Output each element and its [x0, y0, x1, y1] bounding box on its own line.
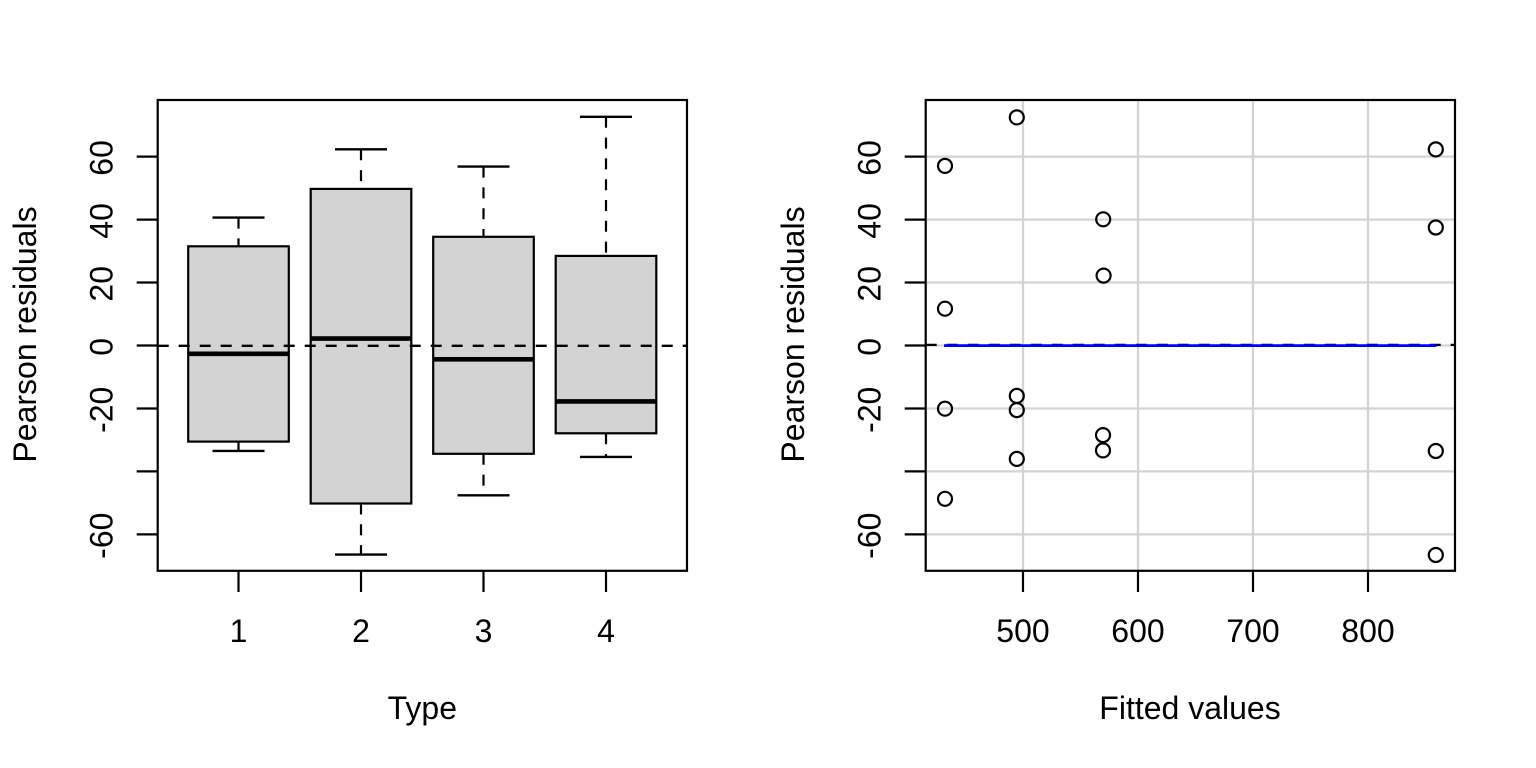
svg-text:600: 600 — [1111, 613, 1164, 649]
svg-text:0: 0 — [852, 338, 888, 356]
svg-text:20: 20 — [84, 266, 120, 302]
svg-text:20: 20 — [852, 266, 888, 302]
svg-text:-60: -60 — [84, 513, 120, 559]
svg-text:2: 2 — [352, 613, 370, 649]
svg-text:Pearson residuals: Pearson residuals — [7, 206, 43, 462]
svg-text:-20: -20 — [852, 387, 888, 433]
svg-text:-60: -60 — [852, 513, 888, 559]
svg-text:500: 500 — [996, 613, 1049, 649]
svg-text:1: 1 — [230, 613, 248, 649]
svg-text:40: 40 — [852, 203, 888, 239]
svg-text:Pearson residuals: Pearson residuals — [775, 206, 811, 462]
svg-text:-20: -20 — [84, 387, 120, 433]
svg-text:60: 60 — [84, 140, 120, 176]
svg-text:800: 800 — [1341, 613, 1394, 649]
svg-text:Type: Type — [388, 690, 457, 726]
svg-text:3: 3 — [475, 613, 493, 649]
svg-text:40: 40 — [84, 203, 120, 239]
svg-text:700: 700 — [1226, 613, 1279, 649]
svg-text:Fitted values: Fitted values — [1099, 690, 1280, 726]
svg-text:4: 4 — [597, 613, 615, 649]
svg-text:60: 60 — [852, 140, 888, 176]
svg-text:0: 0 — [84, 338, 120, 356]
